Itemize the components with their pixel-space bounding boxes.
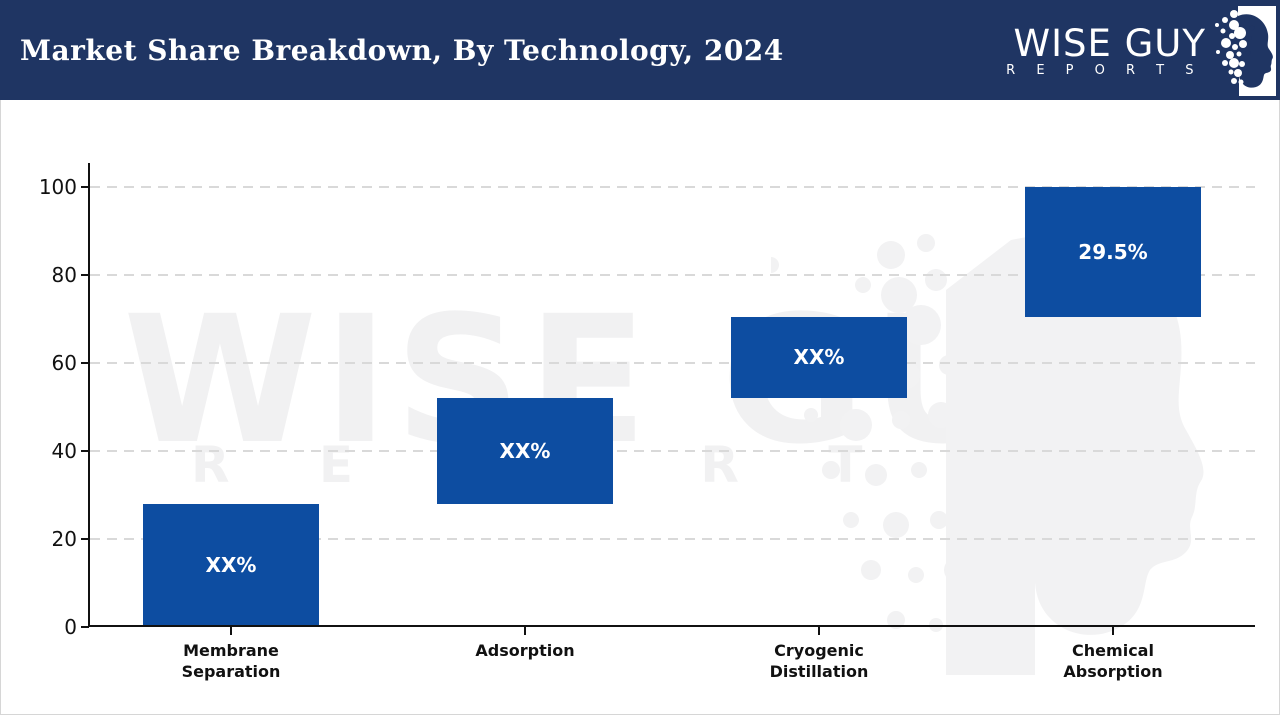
- x-tick-chemical-absorption: [1112, 627, 1114, 635]
- y-tick-label-40: 40: [51, 439, 77, 463]
- x-tick-adsorption: [524, 627, 526, 635]
- y-tick-40: [81, 450, 89, 452]
- bar-value-label: XX%: [205, 553, 257, 578]
- bar-adsorption: XX%: [437, 398, 613, 504]
- chart-panel: WISE GUY R E P O R T S 020406080100XX%Me…: [0, 100, 1280, 715]
- watermark-face-icon: [771, 234, 1204, 675]
- x-label-membrane-separation: Membrane Separation: [131, 640, 331, 682]
- bar-value-label: XX%: [793, 345, 845, 370]
- gridline-60: [90, 362, 1255, 364]
- logo-wordmark: WISE GUY: [1013, 22, 1206, 65]
- bar-cryogenic-distillation: XX%: [731, 316, 907, 399]
- x-label-line: Cryogenic: [774, 641, 864, 660]
- y-tick-80: [81, 274, 89, 276]
- bar-membrane-separation: XX%: [143, 503, 319, 627]
- gridline-100: [90, 186, 1255, 188]
- bar-value-label: XX%: [499, 438, 551, 463]
- bar-chemical-absorption: 29.5%: [1025, 187, 1201, 317]
- y-tick-0: [81, 626, 89, 628]
- y-tick-60: [81, 362, 89, 364]
- gridline-20: [90, 538, 1255, 540]
- y-tick-label-100: 100: [38, 175, 77, 199]
- gridline-40: [90, 450, 1255, 452]
- y-tick-20: [81, 538, 89, 540]
- x-label-adsorption: Adsorption: [425, 640, 625, 661]
- y-tick-label-80: 80: [51, 263, 77, 287]
- y-tick-100: [81, 186, 89, 188]
- x-tick-cryogenic-distillation: [818, 627, 820, 635]
- x-label-line: Separation: [181, 662, 281, 681]
- x-axis-spine: [88, 625, 1255, 627]
- y-tick-label-0: 0: [64, 615, 77, 639]
- x-tick-membrane-separation: [230, 627, 232, 635]
- chart-title: Market Share Breakdown, By Technology, 2…: [20, 33, 784, 67]
- bar-value-label: 29.5%: [1078, 239, 1148, 264]
- y-tick-label-20: 20: [51, 527, 77, 551]
- header-bar: Market Share Breakdown, By Technology, 2…: [0, 0, 1280, 100]
- x-label-line: Chemical: [1072, 641, 1154, 660]
- y-axis-spine: [88, 163, 90, 627]
- x-label-cryogenic-distillation: Cryogenic Distillation: [719, 640, 919, 682]
- x-label-line: Distillation: [769, 662, 869, 681]
- brand-logo: WISE GUY R E P O R T S: [1006, 0, 1276, 100]
- gridline-80: [90, 274, 1255, 276]
- x-label-chemical-absorption: Chemical Absorption: [1013, 640, 1213, 682]
- x-label-line: Membrane: [183, 641, 279, 660]
- logo-subtext: R E P O R T S: [1006, 63, 1202, 78]
- y-tick-label-60: 60: [51, 351, 77, 375]
- x-label-line: Absorption: [1063, 662, 1163, 681]
- x-label-line: Adsorption: [475, 641, 575, 660]
- logo-face-icon: [1215, 6, 1276, 96]
